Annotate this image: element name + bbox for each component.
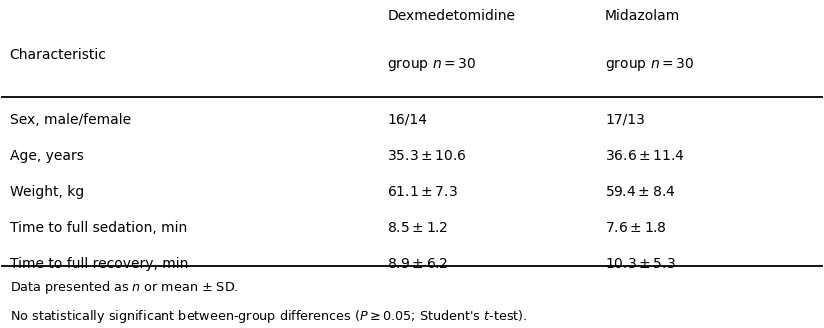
Text: $8.9 \pm 6.2$: $8.9 \pm 6.2$ xyxy=(387,257,448,271)
Text: $8.5 \pm 1.2$: $8.5 \pm 1.2$ xyxy=(387,221,448,235)
Text: Weight, kg: Weight, kg xyxy=(10,185,84,199)
Text: $61.1 \pm 7.3$: $61.1 \pm 7.3$ xyxy=(387,185,458,199)
Text: 17/13: 17/13 xyxy=(605,113,645,127)
Text: 16/14: 16/14 xyxy=(387,113,428,127)
Text: group $n=30$: group $n=30$ xyxy=(387,56,477,73)
Text: Midazolam: Midazolam xyxy=(605,9,681,23)
Text: $35.3 \pm 10.6$: $35.3 \pm 10.6$ xyxy=(387,149,467,163)
Text: $7.6 \pm 1.8$: $7.6 \pm 1.8$ xyxy=(605,221,667,235)
Text: Data presented as $n$ or mean $\pm$ SD.: Data presented as $n$ or mean $\pm$ SD. xyxy=(10,278,238,296)
Text: $10.3 \pm 5.3$: $10.3 \pm 5.3$ xyxy=(605,257,676,271)
Text: group $n=30$: group $n=30$ xyxy=(605,56,695,73)
Text: Time to full recovery, min: Time to full recovery, min xyxy=(10,257,188,271)
Text: Time to full sedation, min: Time to full sedation, min xyxy=(10,221,187,235)
Text: No statistically significant between-group differences ($P \geq 0.05$; Student's: No statistically significant between-gro… xyxy=(10,308,527,325)
Text: $36.6 \pm 11.4$: $36.6 \pm 11.4$ xyxy=(605,149,685,163)
Text: Sex, male/female: Sex, male/female xyxy=(10,113,131,127)
Text: Dexmedetomidine: Dexmedetomidine xyxy=(387,9,515,23)
Text: $59.4 \pm 8.4$: $59.4 \pm 8.4$ xyxy=(605,185,676,199)
Text: Age, years: Age, years xyxy=(10,149,83,163)
Text: Characteristic: Characteristic xyxy=(10,48,106,62)
